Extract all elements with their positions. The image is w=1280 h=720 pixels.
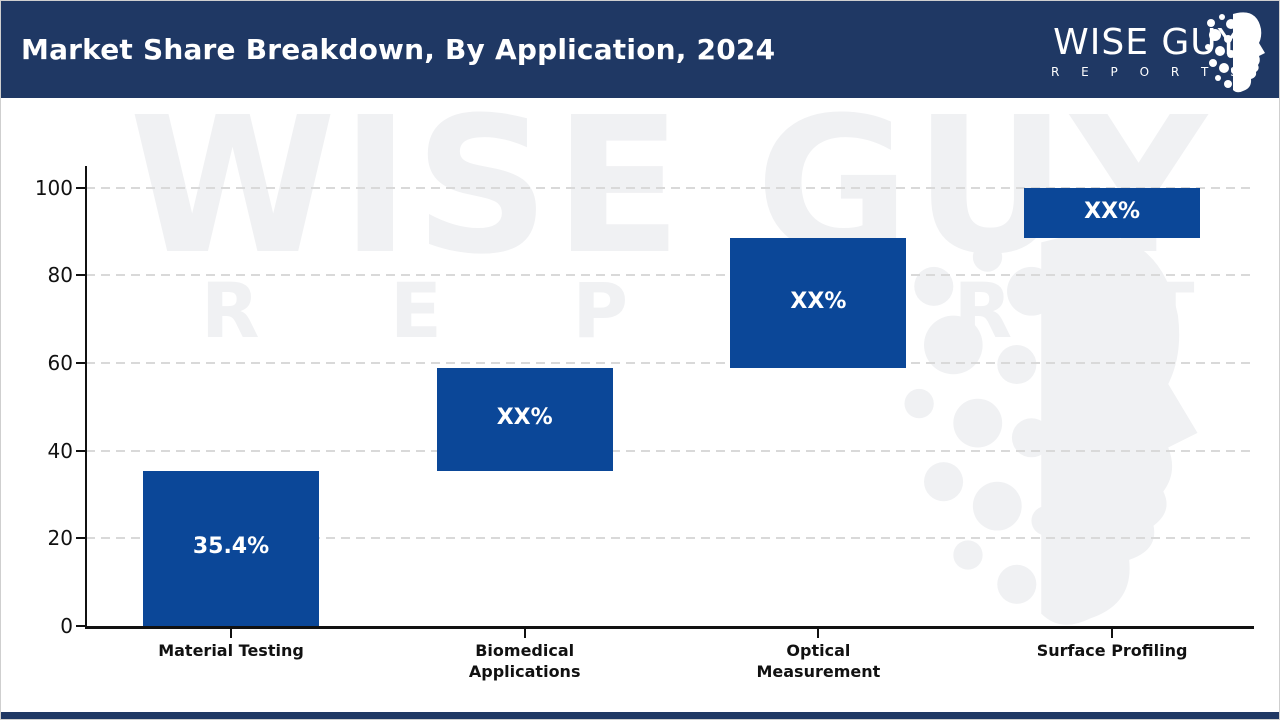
category-label-line: Applications <box>468 661 581 681</box>
y-tick-label: 40 <box>47 438 73 463</box>
x-tick-mark <box>1111 629 1114 638</box>
y-tick-label: 80 <box>47 263 73 288</box>
bar-material-testing <box>143 470 319 626</box>
y-tick-mark <box>76 186 85 189</box>
y-tick-label: 60 <box>47 351 73 376</box>
watermark-face-icon <box>881 218 1221 642</box>
wiseguy-logo-text: WISE GUY R E P O R T S <box>1047 22 1247 80</box>
y-tick-mark <box>76 537 85 540</box>
y-axis-line <box>85 166 87 629</box>
header-bar: Market Share Breakdown, By Application, … <box>1 1 1279 98</box>
x-tick-mark <box>523 629 526 638</box>
wiseguy-logo: WISE GUY R E P O R T S <box>1017 7 1267 93</box>
wiseguy-logo-name: WISE GUY <box>1053 22 1241 63</box>
category-label: Material Testing <box>101 641 361 662</box>
gridline-y20 <box>86 537 1254 540</box>
category-label-line: Material Testing <box>158 641 304 660</box>
y-tick-label: 100 <box>34 175 73 200</box>
chart-title: Market Share Breakdown, By Application, … <box>21 33 776 66</box>
category-label: Biomedical Applications <box>395 641 655 683</box>
gridline-y60 <box>86 362 1254 365</box>
bar-value-label: 35.4% <box>192 534 270 560</box>
y-tick-label: 0 <box>60 614 73 638</box>
footer-bar <box>1 712 1279 719</box>
bar-biomedical-applications <box>436 367 613 471</box>
bar-value-label: XX% <box>1084 198 1141 224</box>
category-label-line: Measurement <box>756 661 881 681</box>
y-tick-label: 20 <box>47 526 73 551</box>
bar-surface-profiling <box>1024 187 1201 239</box>
watermark-wiseguy-text: WISE GUY <box>129 77 1211 296</box>
y-tick-mark <box>76 274 85 277</box>
bar-optical-measurement <box>730 238 907 368</box>
y-tick-mark <box>76 625 85 627</box>
bar-value-label: XX% <box>790 288 847 314</box>
gridline-y80 <box>86 274 1254 277</box>
category-label-line: Surface Profiling <box>1036 641 1188 660</box>
x-axis-line <box>85 626 1254 629</box>
category-label: Surface Profiling <box>982 641 1242 662</box>
chart-area: WISE GUY R E P O R T S 02040608010035.4%… <box>1 93 1279 714</box>
bar-value-label: XX% <box>496 405 553 431</box>
y-tick-mark <box>76 449 85 452</box>
wiseguy-logo-reports: R E P O R T S <box>1051 65 1247 79</box>
category-label: Optical Measurement <box>688 641 948 683</box>
gridline-y40 <box>86 449 1254 452</box>
wiseguy-face-icon <box>1203 9 1267 99</box>
x-tick-mark <box>230 629 232 638</box>
y-tick-mark <box>76 362 85 365</box>
category-label-line: Optical <box>786 641 851 660</box>
category-label-line: Biomedical <box>475 641 575 660</box>
x-tick-mark <box>817 629 820 638</box>
gridline-y100 <box>86 186 1254 189</box>
